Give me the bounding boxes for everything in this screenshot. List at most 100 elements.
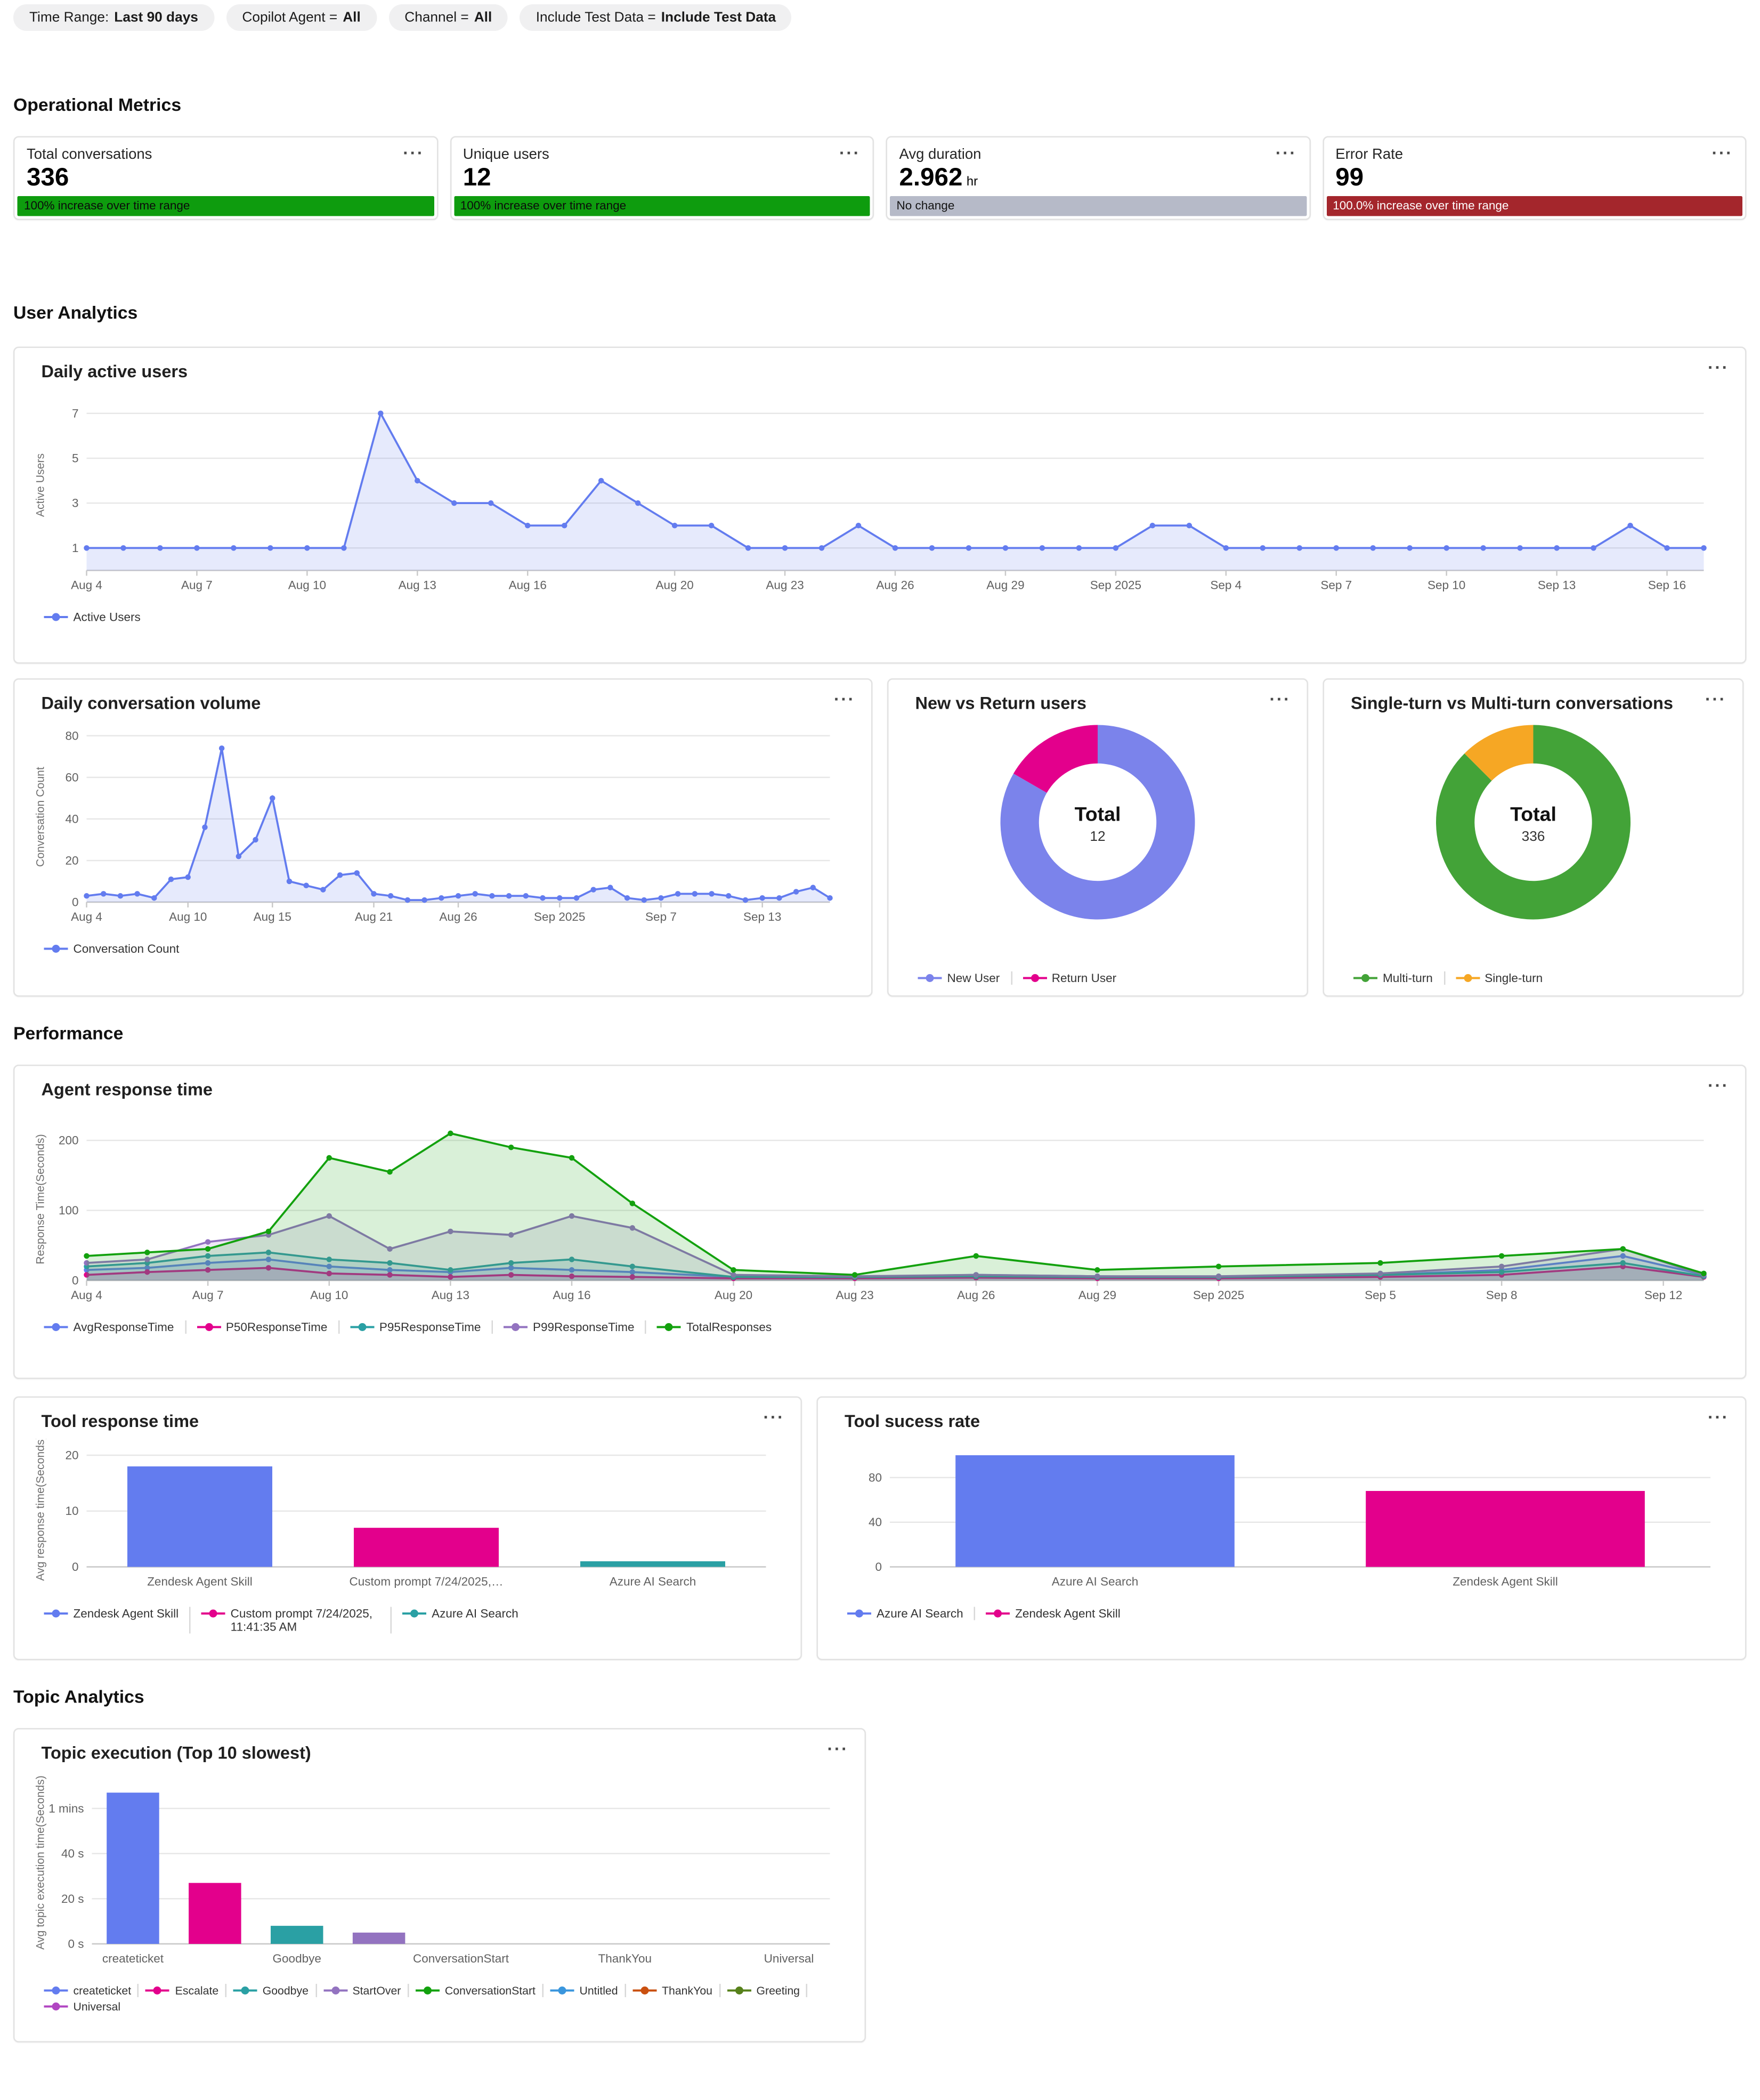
legend-item[interactable]: Untitled [550, 1984, 618, 1997]
kpi-title: Total conversations [27, 147, 152, 163]
legend-item[interactable]: ThankYou [632, 1984, 712, 1997]
svg-text:Goodbye: Goodbye [273, 1952, 321, 1965]
kpi-status-bar: No change [890, 196, 1307, 216]
svg-text:10: 10 [65, 1504, 78, 1518]
more-options-icon[interactable]: ··· [1708, 1407, 1729, 1427]
filter-value: Include Test Data [661, 10, 776, 26]
legend-item[interactable]: Zendesk Agent Skill [986, 1607, 1121, 1620]
legend-item[interactable]: Conversation Count [44, 942, 179, 955]
legend-divider [1443, 971, 1445, 985]
filter-pill-copilot-agent[interactable]: Copilot Agent = All [226, 4, 377, 31]
topic-execution-legend: createticket Escalate Goodbye StartOver Conv… [31, 1980, 849, 2013]
agent-response-time-legend: AvgResponseTime P50ResponseTime P95Respons… [31, 1317, 1730, 1334]
tool-response-time-chart: 0 10 20 Zendesk Agent Skill Custom prompt 7/… [31, 1436, 785, 1603]
section-operational-metrics: Operational Metrics [13, 95, 182, 115]
legend-divider [645, 1320, 647, 1334]
svg-text:Aug 7: Aug 7 [192, 1288, 224, 1302]
more-options-icon[interactable]: ··· [1269, 689, 1291, 709]
svg-text:7: 7 [72, 407, 79, 420]
filter-pill-time-range[interactable]: Time Range: Last 90 days [13, 4, 214, 31]
svg-text:Total: Total [1510, 803, 1556, 825]
legend-item[interactable]: ConversationStart [415, 1984, 536, 1997]
legend-item[interactable]: P50ResponseTime [196, 1320, 327, 1334]
more-options-icon[interactable]: ··· [1708, 357, 1729, 377]
legend-divider [137, 1984, 140, 1997]
new-vs-return-users-legend: New User Return User [905, 968, 1291, 985]
kpi-title: Unique users [463, 147, 549, 163]
more-options-icon[interactable]: ··· [1275, 143, 1297, 163]
svg-text:Sep 10: Sep 10 [1428, 579, 1465, 592]
svg-text:Custom prompt 7/24/2025,…: Custom prompt 7/24/2025,… [350, 1575, 504, 1588]
legend-divider [542, 1984, 544, 1997]
topic-execution-card: Topic execution (Top 10 slowest) ··· 0 s… [13, 1728, 866, 2042]
legend-item[interactable]: Zendesk Agent Skill [44, 1607, 179, 1620]
analytics-dashboard: Time Range: Last 90 days Copilot Agent =… [0, 4, 1760, 2100]
svg-text:0 s: 0 s [68, 1937, 84, 1951]
legend-item[interactable]: Custom prompt 7/24/2025, 11:41:35 AM [201, 1607, 380, 1634]
filter-label: Copilot Agent = [242, 10, 338, 26]
kpi-card-avg-duration: Avg duration ··· 2.962 hr No change [886, 136, 1310, 220]
legend-item[interactable]: New User [918, 971, 1000, 985]
legend-item[interactable]: Single-turn [1455, 971, 1543, 985]
legend-divider [390, 1607, 392, 1634]
more-options-icon[interactable]: ··· [1712, 143, 1733, 163]
daily-active-users-legend: Active Users [31, 606, 1730, 624]
svg-text:Aug 26: Aug 26 [439, 910, 477, 923]
svg-text:Aug 10: Aug 10 [169, 910, 207, 923]
more-options-icon[interactable]: ··· [763, 1407, 785, 1427]
kpi-card-error-rate: Error Rate ··· 99 100.0% increase over t… [1322, 136, 1747, 220]
legend-item[interactable]: Escalate [145, 1984, 218, 1997]
svg-text:Sep 5: Sep 5 [1365, 1288, 1396, 1302]
legend-item[interactable]: Azure AI Search [847, 1607, 963, 1620]
filter-label: Include Test Data = [536, 10, 656, 26]
svg-text:Active Users: Active Users [34, 453, 47, 517]
svg-text:Aug 4: Aug 4 [71, 579, 102, 592]
legend-item[interactable]: Universal [44, 2000, 120, 2013]
svg-text:20 s: 20 s [61, 1892, 84, 1906]
legend-item[interactable]: Multi-turn [1353, 971, 1433, 985]
daily-conversation-volume-legend: Conversation Count [31, 938, 856, 955]
card-title: Tool response time [41, 1411, 199, 1431]
tool-success-rate-chart: 0 40 80 Azure AI Search Zendesk Agent Skill [834, 1439, 1729, 1603]
svg-text:12: 12 [1090, 828, 1105, 844]
legend-item[interactable]: createticket [44, 1984, 131, 1997]
kpi-status-bar: 100% increase over time range [453, 196, 870, 216]
svg-text:Sep 12: Sep 12 [1644, 1288, 1682, 1302]
more-options-icon[interactable]: ··· [839, 143, 861, 163]
svg-text:Sep 16: Sep 16 [1648, 579, 1686, 592]
kpi-value: 336 [27, 164, 69, 192]
agent-response-time-card: Agent response time ··· 0 100 200 Aug 4 Aug … [13, 1065, 1747, 1379]
legend-item[interactable]: Active Users [44, 611, 141, 624]
legend-item[interactable]: AvgResponseTime [44, 1320, 174, 1334]
svg-text:Aug 29: Aug 29 [1078, 1288, 1116, 1302]
filter-pill-include-test-data[interactable]: Include Test Data = Include Test Data [520, 4, 792, 31]
topic-execution-chart: 0 s 20 s 40 s 1 mins createticket Goodbye Conv… [31, 1771, 849, 1980]
svg-text:Aug 10: Aug 10 [310, 1288, 348, 1302]
more-options-icon[interactable]: ··· [1708, 1075, 1729, 1096]
more-options-icon[interactable]: ··· [403, 143, 425, 163]
kpi-row: Total conversations ··· 336 100% increas… [13, 136, 1747, 220]
daily-active-users-chart: 1 3 5 7 Aug 4 Aug 7 Aug 10 Aug 13 Aug 16 Aug 20 Au… [31, 390, 1730, 607]
svg-text:1: 1 [72, 541, 79, 555]
card-title: Topic execution (Top 10 slowest) [41, 1742, 311, 1763]
legend-item[interactable]: P95ResponseTime [350, 1320, 481, 1334]
legend-item[interactable]: TotalResponses [657, 1320, 772, 1334]
svg-text:40 s: 40 s [61, 1847, 84, 1860]
svg-text:Aug 13: Aug 13 [399, 579, 436, 592]
svg-text:Sep 7: Sep 7 [1320, 579, 1352, 592]
legend-item[interactable]: Goodbye [233, 1984, 309, 1997]
tool-success-rate-legend: Azure AI Search Zendesk Agent Skill [834, 1603, 1729, 1620]
filter-value: All [343, 10, 361, 26]
legend-item[interactable]: Greeting [727, 1984, 800, 1997]
filter-pill-channel[interactable]: Channel = All [388, 4, 508, 31]
legend-item[interactable]: StartOver [323, 1984, 401, 1997]
svg-text:Aug 21: Aug 21 [355, 910, 393, 923]
legend-item[interactable]: P99ResponseTime [503, 1320, 635, 1334]
more-options-icon[interactable]: ··· [827, 1739, 849, 1759]
more-options-icon[interactable]: ··· [1705, 689, 1726, 709]
more-options-icon[interactable]: ··· [834, 689, 855, 709]
kpi-title: Avg duration [899, 147, 982, 163]
legend-item[interactable]: Azure AI Search [402, 1607, 518, 1620]
svg-text:Avg response time(Seconds): Avg response time(Seconds) [34, 1439, 47, 1581]
legend-item[interactable]: Return User [1022, 971, 1116, 985]
